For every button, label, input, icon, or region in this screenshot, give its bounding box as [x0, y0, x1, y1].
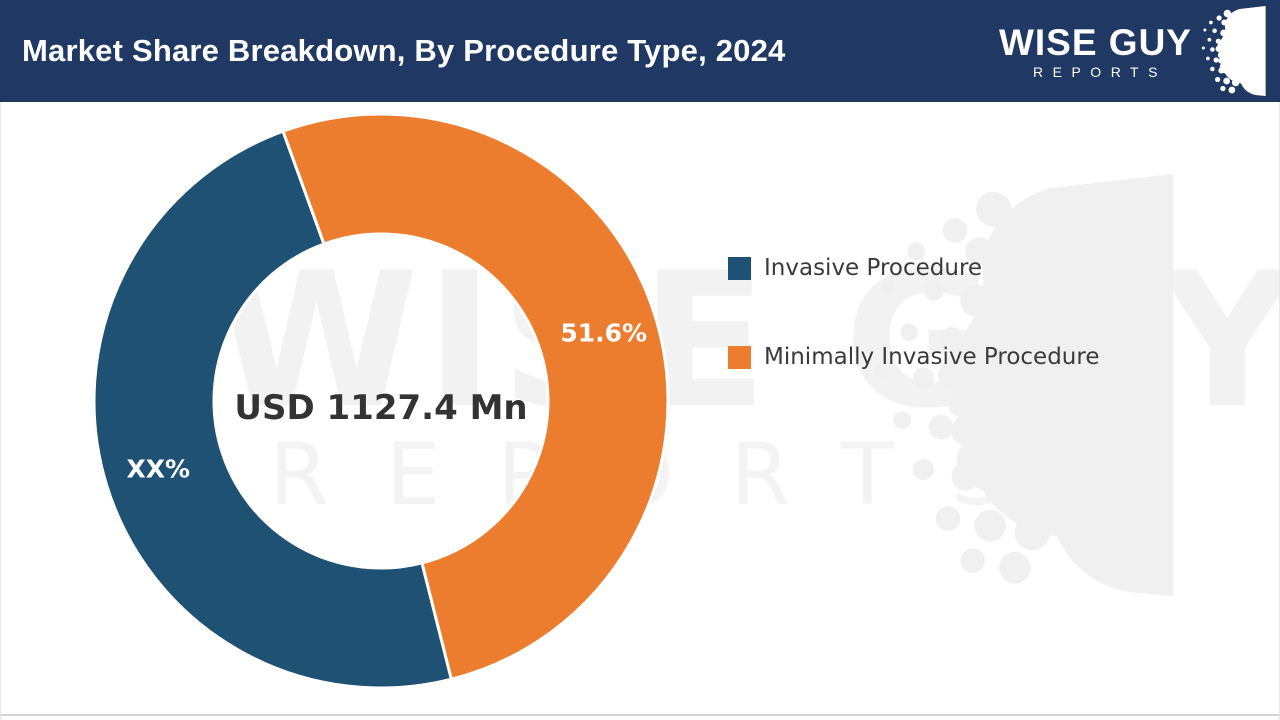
logo-face-icon: [1201, 6, 1266, 96]
legend-swatch-minimally-invasive: [728, 345, 751, 369]
legend-label-invasive: Invasive Procedure: [764, 255, 983, 281]
page-title: Market Share Breakdown, By Procedure Typ…: [22, 33, 786, 68]
logo-text: WISE GUY REPORTS: [999, 24, 1192, 79]
logo-wordmark: WISE GUY: [998, 21, 1192, 63]
wiseguy-logo: WISE GUY REPORTS: [999, 6, 1266, 96]
donut-center-value: USD 1127.4 Mn: [234, 388, 528, 428]
bottom-border-line: [1, 714, 1279, 716]
donut-chart: [92, 112, 670, 690]
slice-label-minimally-invasive: 51.6%: [560, 318, 648, 348]
chart-canvas: WISE GUY REPORTS XX% 51.6% USD 1127.4 Mn…: [0, 102, 1280, 720]
donut-segment-0: [92, 129, 454, 690]
donut-segment-1: [281, 112, 670, 682]
legend-item-invasive: Invasive Procedure: [728, 255, 1099, 283]
logo-subtitle: REPORTS: [1033, 63, 1167, 80]
legend-item-minimally-invasive: Minimally Invasive Procedure: [728, 344, 1099, 372]
header-bar: Market Share Breakdown, By Procedure Typ…: [0, 0, 1280, 102]
slice-label-invasive: XX%: [126, 454, 191, 484]
legend: Invasive Procedure Minimally Invasive Pr…: [728, 255, 1099, 371]
legend-label-minimally-invasive: Minimally Invasive Procedure: [764, 343, 1100, 370]
legend-swatch-invasive: [728, 257, 751, 281]
